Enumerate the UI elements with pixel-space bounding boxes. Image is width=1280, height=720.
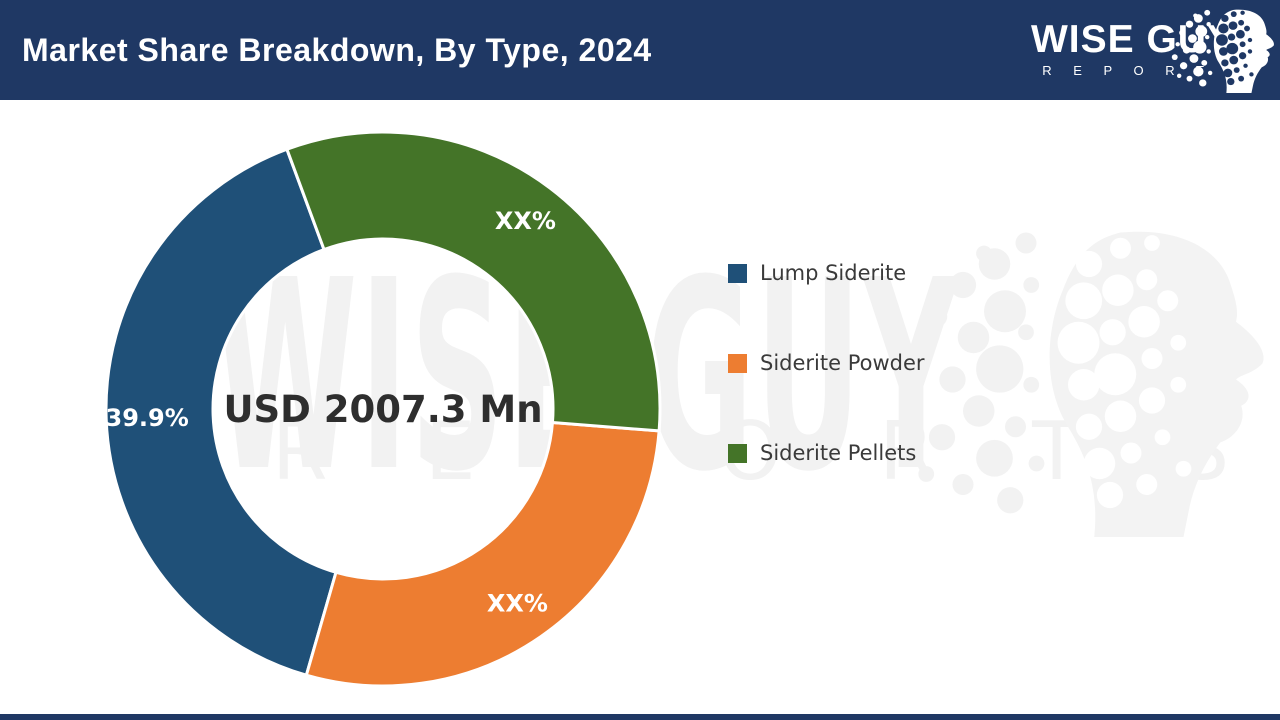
wise-guy-reports-logo: WISE GUY R E P O R T S [1010, 0, 1280, 100]
face-profile-dots-icon [900, 231, 1264, 537]
legend-label: Siderite Pellets [760, 441, 917, 465]
legend-item-lump-siderite: Lump Siderite [728, 254, 925, 292]
legend-swatch-orange [728, 353, 747, 373]
legend-label: Siderite Powder [760, 351, 925, 375]
legend-label: Lump Siderite [760, 261, 907, 285]
page-title: Market Share Breakdown, By Type, 2024 [22, 31, 652, 68]
legend-swatch-blue [728, 263, 747, 283]
legend-item-siderite-pellets: Siderite Pellets [728, 434, 925, 472]
header-bar: Market Share Breakdown, By Type, 2024 [0, 0, 1280, 100]
donut-slice-siderite-powder [304, 420, 661, 688]
donut-slice-siderite-pellets [284, 130, 662, 433]
slice-percentage-label: 39.9% [106, 404, 189, 432]
slice-percentage-label: XX% [495, 207, 556, 235]
donut-slice-lump-siderite [104, 147, 338, 678]
donut-center-value: USD 2007.3 Mn [223, 388, 542, 431]
legend-swatch-green [728, 443, 747, 463]
chart-legend: Lump Siderite Siderite Powder Siderite P… [728, 254, 925, 524]
footer-bar [0, 714, 1280, 720]
face-profile-dots-icon [1171, 9, 1274, 93]
legend-item-siderite-powder: Siderite Powder [728, 344, 925, 382]
slice-percentage-label: XX% [487, 589, 548, 617]
